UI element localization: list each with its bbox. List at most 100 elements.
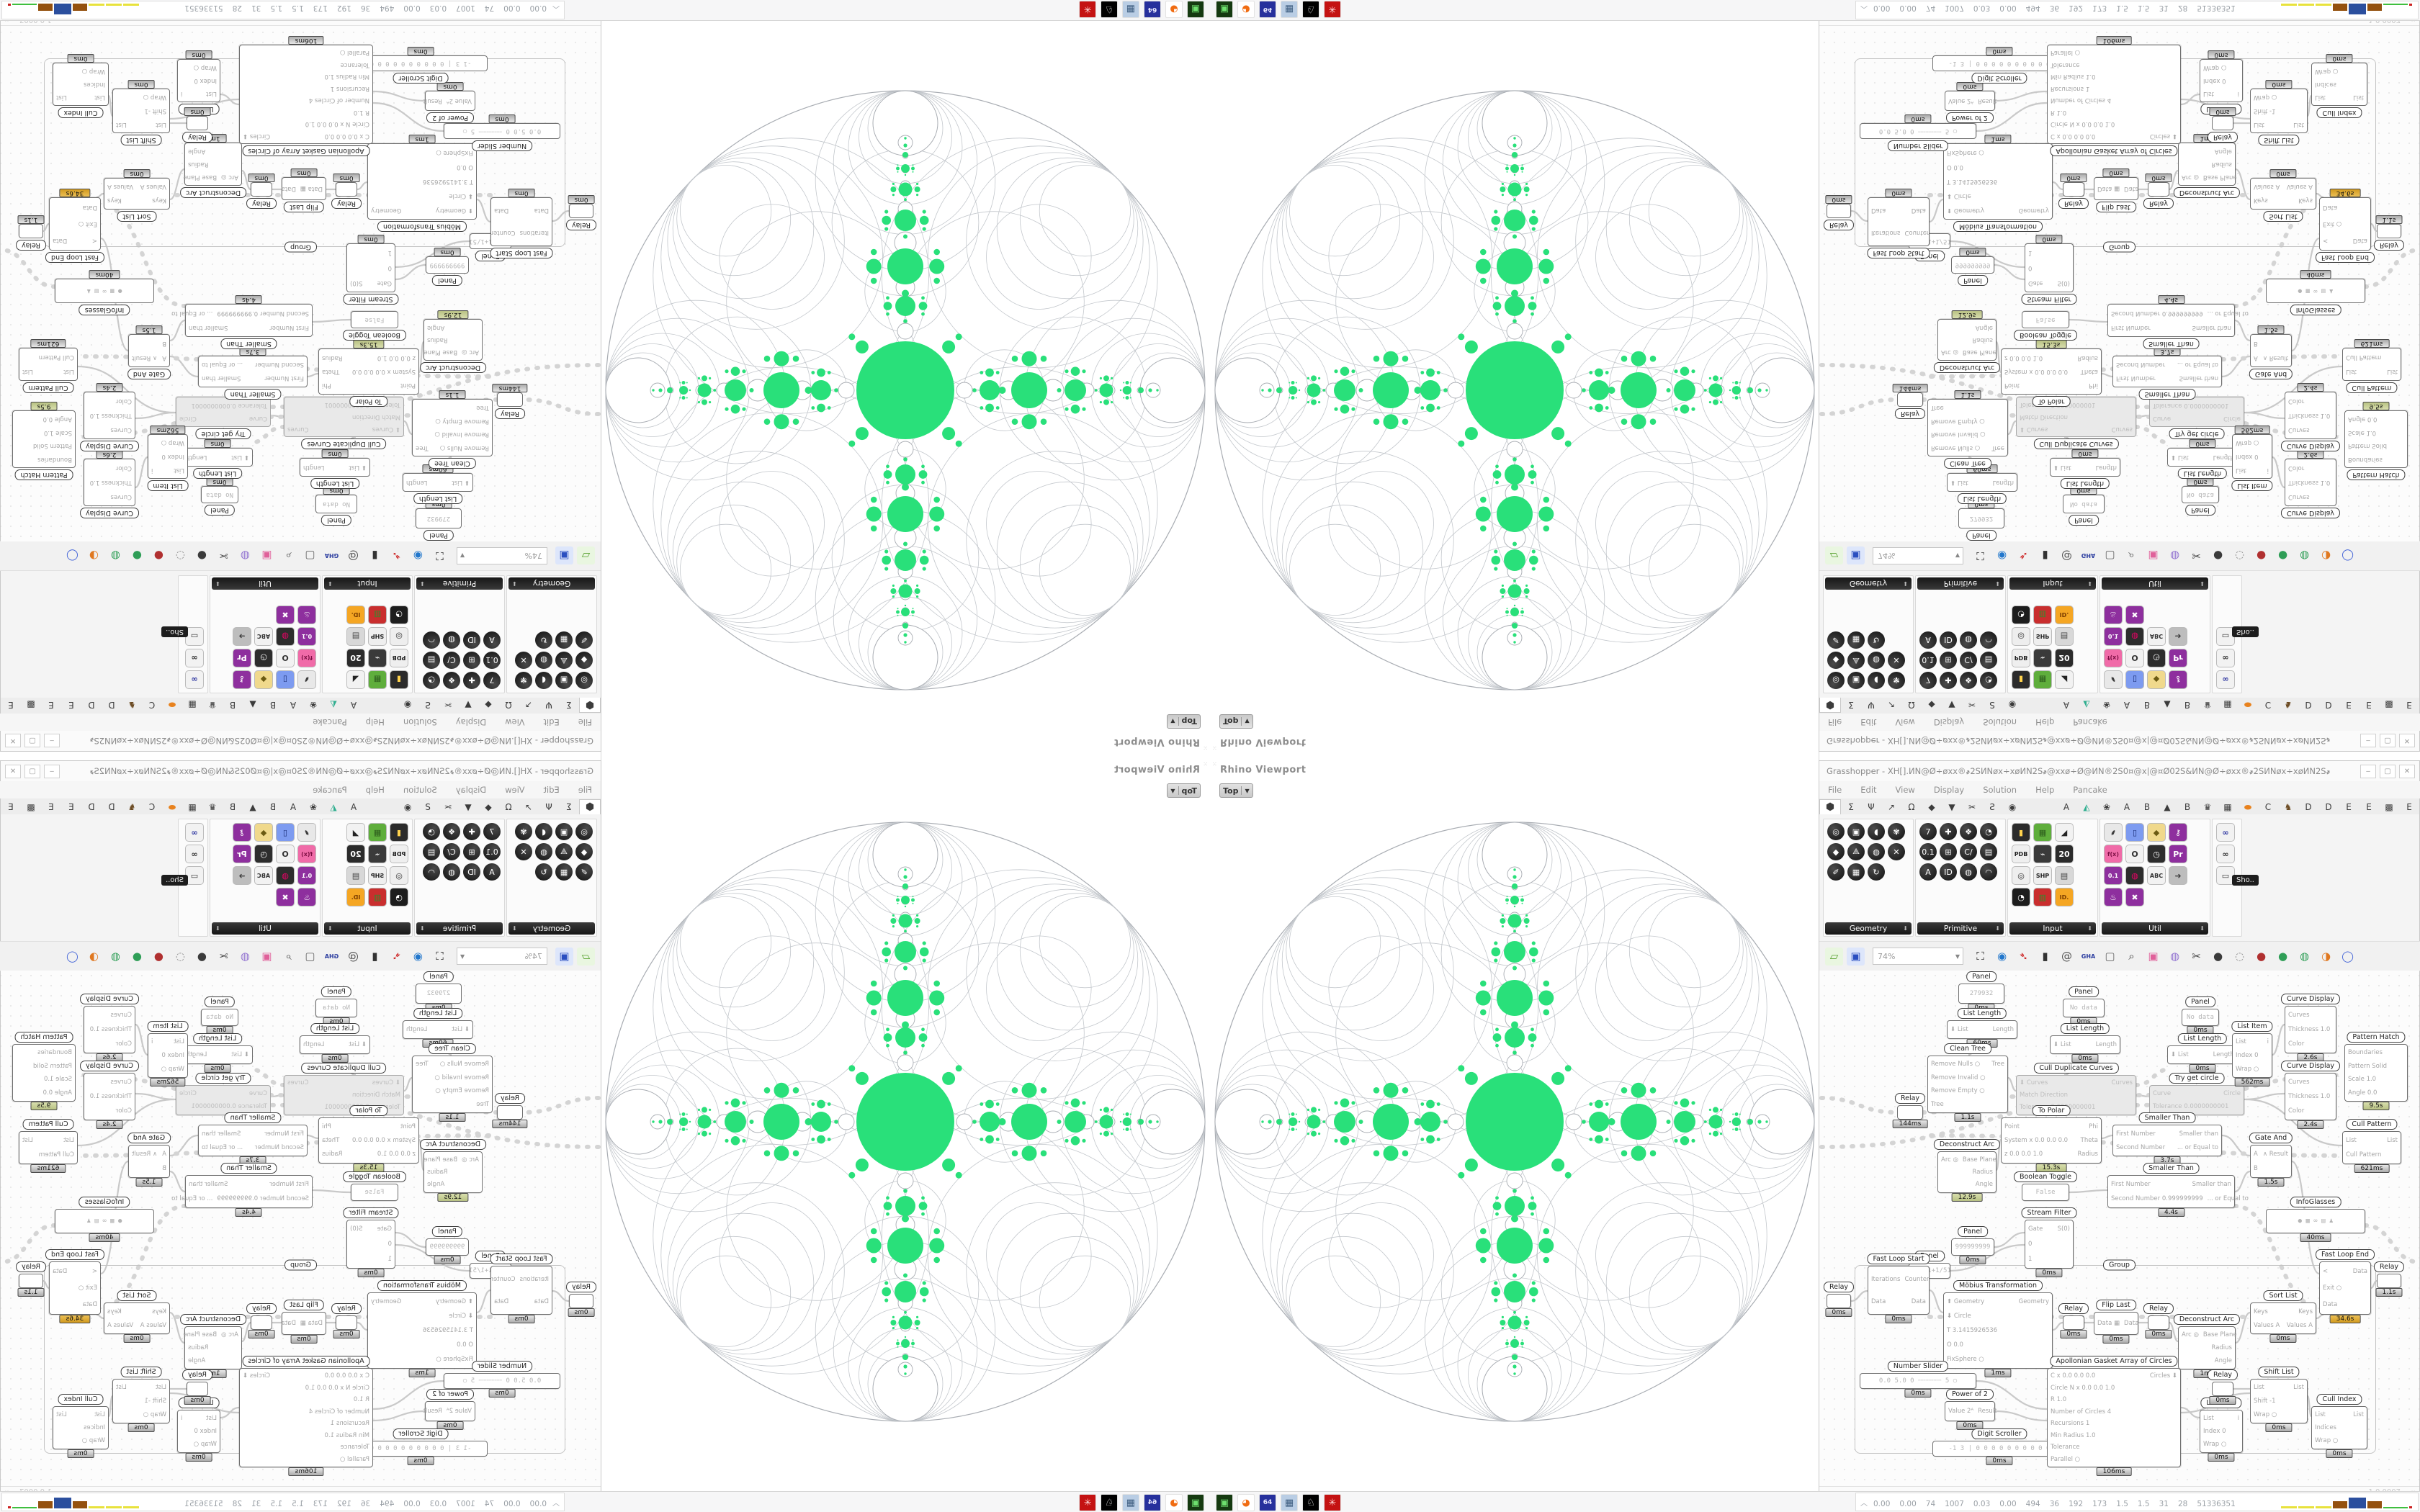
input-port-label[interactable]: <: [91, 1268, 97, 1276]
input-port-label[interactable]: Data: [82, 204, 97, 212]
output-port-label[interactable]: ∧ Result: [2262, 1151, 2288, 1158]
input-port-label[interactable]: Wrap ○: [143, 1410, 166, 1418]
gh-component-boolean-toggle[interactable]: Boolean Toggle False: [2013, 1171, 2078, 1201]
component-icon[interactable]: ◎: [1827, 672, 1845, 689]
component-icon[interactable]: ▮: [2012, 670, 2030, 689]
menu-item-help[interactable]: Help: [2035, 717, 2055, 727]
drive-icon[interactable]: ▣: [1216, 1, 1233, 18]
gh-component-list-length[interactable]: List Length ⬇ List Length 0ms: [300, 449, 370, 489]
gh-plugin-tab-8[interactable]: ▦: [2223, 700, 2232, 710]
gh-component-panel[interactable]: Panel No data 0ms: [2063, 486, 2105, 526]
gh-tab-0[interactable]: ⬢: [579, 698, 601, 713]
output-port-label[interactable]: Base Plane: [2202, 174, 2237, 181]
input-port-label[interactable]: List: [63, 1137, 74, 1144]
toolbar-icon-6[interactable]: ▮: [366, 546, 384, 565]
component-icon[interactable]: O: [276, 649, 295, 667]
component-icon[interactable]: ◍: [443, 631, 460, 649]
gh-component-relay[interactable]: Relay 0ms: [182, 1369, 213, 1405]
component-icon[interactable]: A: [483, 631, 501, 649]
component-value[interactable]: 279932: [1969, 515, 1994, 522]
output-port-label[interactable]: Smaller than: [2179, 374, 2218, 382]
gh-tab-2[interactable]: Ψ: [545, 700, 552, 710]
output-port-label[interactable]: Counter: [1904, 1275, 1930, 1283]
input-port-label[interactable]: Curves: [110, 493, 132, 500]
toolbar-icon-9[interactable]: ▢: [2101, 546, 2119, 565]
chevron-down-icon[interactable]: ▼: [1955, 953, 1960, 960]
output-port-label[interactable]: Data: [1911, 207, 1926, 215]
component-icon[interactable]: ⌁: [368, 649, 387, 667]
component-icon[interactable]: C/: [1960, 652, 1977, 669]
input-port-label[interactable]: O 0.0: [1947, 1341, 1963, 1349]
gh-component-gate-and[interactable]: Gate And A ∧ Result B 1.5s: [2249, 325, 2293, 379]
ribbon-section-caption[interactable]: Geometry ⬇: [1825, 577, 1912, 590]
component-icon[interactable]: ◖: [535, 672, 552, 689]
output-port-label[interactable]: i: [181, 90, 183, 97]
gh-plugin-tab-15[interactable]: E: [2366, 802, 2372, 812]
section-expand-icon[interactable]: ⬇: [328, 580, 333, 587]
gh-component-sort-list[interactable]: Sort List Keys Keys Values A Values A 0ms: [104, 1290, 170, 1343]
component-icon[interactable]: ABC: [254, 627, 273, 646]
component-icon[interactable]: ↻: [1868, 863, 1885, 881]
gh-tab-8[interactable]: Ƨ: [425, 700, 431, 710]
zoom-level-combo[interactable]: 74% ▼: [1873, 948, 1963, 965]
input-port-label[interactable]: Remove Nulls ○: [439, 444, 489, 451]
input-port-label[interactable]: A: [2254, 354, 2258, 361]
output-port-label[interactable]: Result: [423, 97, 442, 104]
input-port-label[interactable]: Arc ◎: [221, 1331, 238, 1338]
input-port-label[interactable]: Exit ○: [2323, 220, 2342, 228]
component-icon[interactable]: ▦: [555, 863, 573, 881]
gh-component-stream-filter[interactable]: Stream Filter Gate S(0) 0 1 0ms: [2021, 235, 2077, 305]
gh-component-clean-tree[interactable]: Clean Tree Remove Nulls ○ Tree Remove Inval…: [1927, 390, 2008, 469]
menu-item-edit[interactable]: Edit: [1860, 717, 1877, 727]
output-port-label[interactable]: Theta: [322, 368, 340, 376]
output-port-label[interactable]: Length: [1992, 479, 2014, 486]
gh-plugin-tab-15[interactable]: E: [2366, 700, 2372, 710]
input-port-label[interactable]: z 0.0 0.0 1.0: [377, 354, 416, 361]
component-icon[interactable]: 0.1: [483, 843, 501, 860]
component-value[interactable]: ● ▦ ∞ ▤ ♟: [2298, 1218, 2334, 1225]
input-port-label[interactable]: Exit ○: [2323, 1284, 2342, 1292]
gh-component-pattern-hatch[interactable]: Pattern Hatch Boundaries Pattern Solid Scal…: [2344, 1032, 2408, 1110]
gh-tab-8[interactable]: Ƨ: [1989, 700, 1995, 710]
input-port-label[interactable]: List: [156, 120, 166, 128]
component-icon[interactable]: f(x): [2104, 649, 2123, 667]
output-port-label[interactable]: Length: [303, 1041, 325, 1048]
menu-item-pancake[interactable]: Pancake: [313, 717, 347, 727]
input-port-label[interactable]: List: [2315, 94, 2326, 101]
output-port-label[interactable]: Theta: [2080, 368, 2098, 376]
input-port-label[interactable]: Wrap ○: [193, 1441, 217, 1448]
output-port-label[interactable]: Keys: [107, 1308, 122, 1315]
component-icon[interactable]: ▤: [2055, 627, 2074, 646]
input-port-label[interactable]: Shift -1: [2254, 107, 2276, 115]
menu-item-view[interactable]: View: [1895, 717, 1915, 727]
output-port-label[interactable]: Curves: [287, 1079, 309, 1087]
virus-icon[interactable]: ✳: [1324, 1, 1341, 18]
input-port-label[interactable]: 0: [2028, 1240, 2033, 1248]
section-expand-icon[interactable]: ⬇: [512, 925, 517, 932]
component-icon[interactable]: ◔: [423, 672, 440, 689]
output-port-label[interactable]: List: [2293, 120, 2304, 128]
section-expand-icon[interactable]: ⬇: [2087, 925, 2092, 932]
component-icon[interactable]: ✚: [463, 823, 480, 840]
output-port-label[interactable]: Tree: [1991, 1061, 2004, 1068]
input-port-label[interactable]: Second Number 0.999999999: [217, 310, 309, 317]
component-value[interactable]: False: [2035, 1189, 2056, 1196]
gh-component-curve-display[interactable]: Curve Display Curves Thickness 1.0 Color 2.4…: [79, 383, 140, 451]
gh-component-to-polar[interactable]: To Polar Point Phi System x 0.0 0.0 0.0 Thet…: [318, 1105, 419, 1172]
input-port-label[interactable]: ⬆ Geometry: [435, 207, 473, 214]
component-icon[interactable]: ◆: [1827, 652, 1845, 669]
gh-tab-7[interactable]: ✂: [1968, 700, 1976, 710]
input-port-label[interactable]: B: [2254, 340, 2258, 347]
gh-plugin-tab-16[interactable]: ▩: [27, 802, 35, 812]
component-icon[interactable]: ◷: [254, 845, 273, 863]
toolbar-icon-3[interactable]: ⛶: [1971, 546, 1989, 565]
input-port-label[interactable]: Wrap ○: [2203, 1441, 2227, 1448]
input-port-label[interactable]: Wrap ○: [161, 1065, 184, 1073]
component-icon[interactable]: ✚: [1940, 823, 1957, 840]
input-port-label[interactable]: Point: [400, 1122, 416, 1130]
gh-tab-5[interactable]: ◆: [1928, 802, 1935, 812]
toolbar-icon-8[interactable]: GHA: [2079, 546, 2097, 565]
gh-plugin-tab-1[interactable]: ◭: [2083, 700, 2090, 710]
